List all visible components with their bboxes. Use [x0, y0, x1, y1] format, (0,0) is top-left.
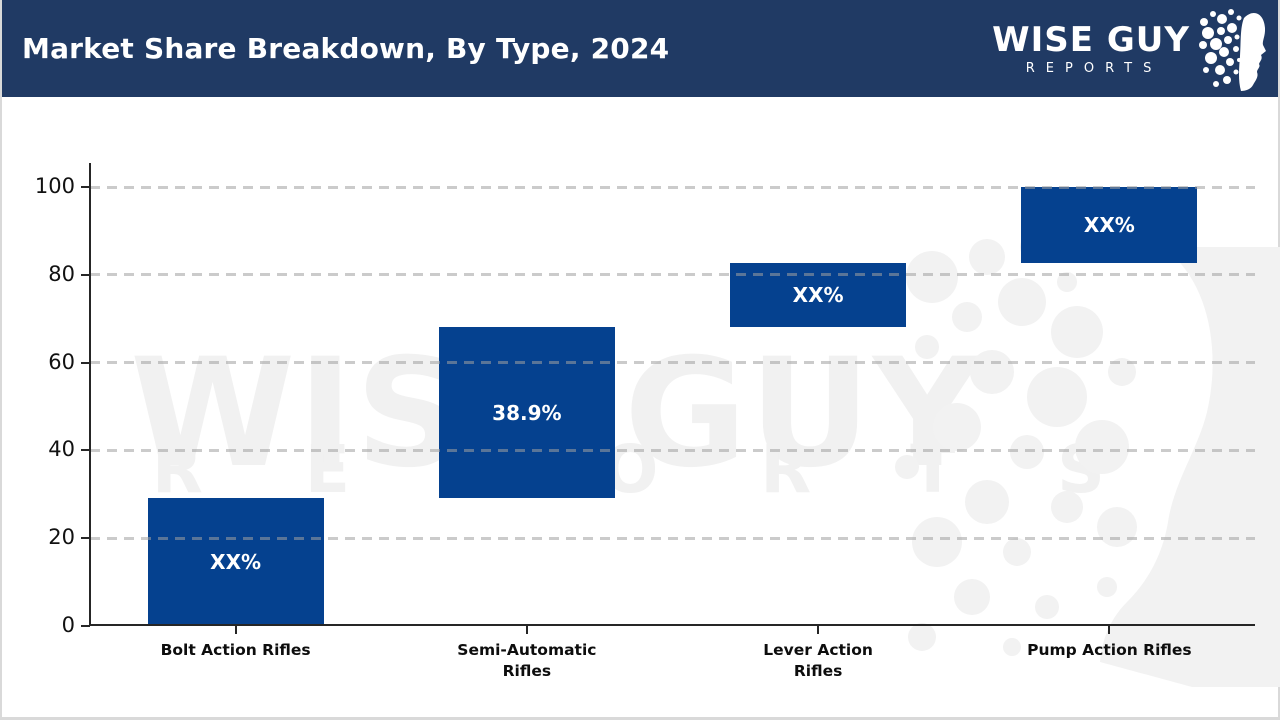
- brand-tagline: REPORTS: [1025, 60, 1163, 76]
- y-axis-tick-label: 80: [48, 261, 75, 286]
- bar-segment: 38.9%: [438, 327, 615, 499]
- y-axis-tick: [81, 537, 90, 540]
- chart-title: Market Share Breakdown, By Type, 2024: [22, 32, 670, 65]
- bar-segment: XX%: [1021, 187, 1198, 263]
- x-axis-tick: [525, 626, 528, 634]
- gridline: [90, 448, 1255, 452]
- dotted-face-icon: [1199, 8, 1266, 91]
- header-bar: Market Share Breakdown, By Type, 2024 WI…: [2, 0, 1278, 97]
- x-axis-tick: [234, 626, 237, 634]
- bar-value-label: XX%: [792, 283, 844, 308]
- chart-area: WISE GUY REPORTS 0 20 40 60 80 100 XX% Bolt Act…: [2, 97, 1280, 717]
- y-axis-tick: [81, 186, 90, 188]
- bar-value-label: 38.9%: [492, 400, 562, 425]
- x-axis-line: [89, 624, 1255, 626]
- brand-logo: WISE GUY REPORTS: [992, 0, 1266, 97]
- y-axis-tick-label: 40: [48, 437, 75, 462]
- y-axis-tick: [81, 361, 90, 364]
- category-label: Lever Action Rifles: [763, 641, 873, 680]
- y-axis-tick-label: 100: [34, 174, 75, 198]
- category-label: Semi-Automatic Rifles: [457, 641, 597, 680]
- gridline: [90, 361, 1255, 365]
- gridline: [90, 536, 1255, 540]
- bar-value-label: XX%: [210, 550, 262, 575]
- gridline: [90, 273, 1255, 277]
- gridline: [90, 185, 1255, 189]
- y-axis-line: [89, 163, 91, 624]
- watermark-face-icon: [895, 235, 1280, 687]
- bar-value-label: XX%: [1083, 212, 1135, 237]
- category-label: Pump Action Rifles: [1027, 641, 1192, 659]
- y-axis-tick: [81, 449, 90, 452]
- brand-name: WISE GUY: [992, 19, 1190, 60]
- y-axis-tick-label: 0: [61, 613, 75, 637]
- x-axis-tick: [817, 626, 820, 634]
- x-axis-tick: [1108, 626, 1111, 634]
- y-axis-tick-label: 20: [48, 525, 75, 550]
- y-axis-tick-label: 60: [48, 349, 75, 374]
- y-axis-tick: [81, 273, 90, 276]
- bar-segment: XX%: [147, 498, 324, 626]
- y-axis-tick: [81, 625, 90, 627]
- brand-logo-text: WISE GUY REPORTS: [992, 23, 1190, 75]
- category-label: Bolt Action Rifles: [160, 641, 311, 659]
